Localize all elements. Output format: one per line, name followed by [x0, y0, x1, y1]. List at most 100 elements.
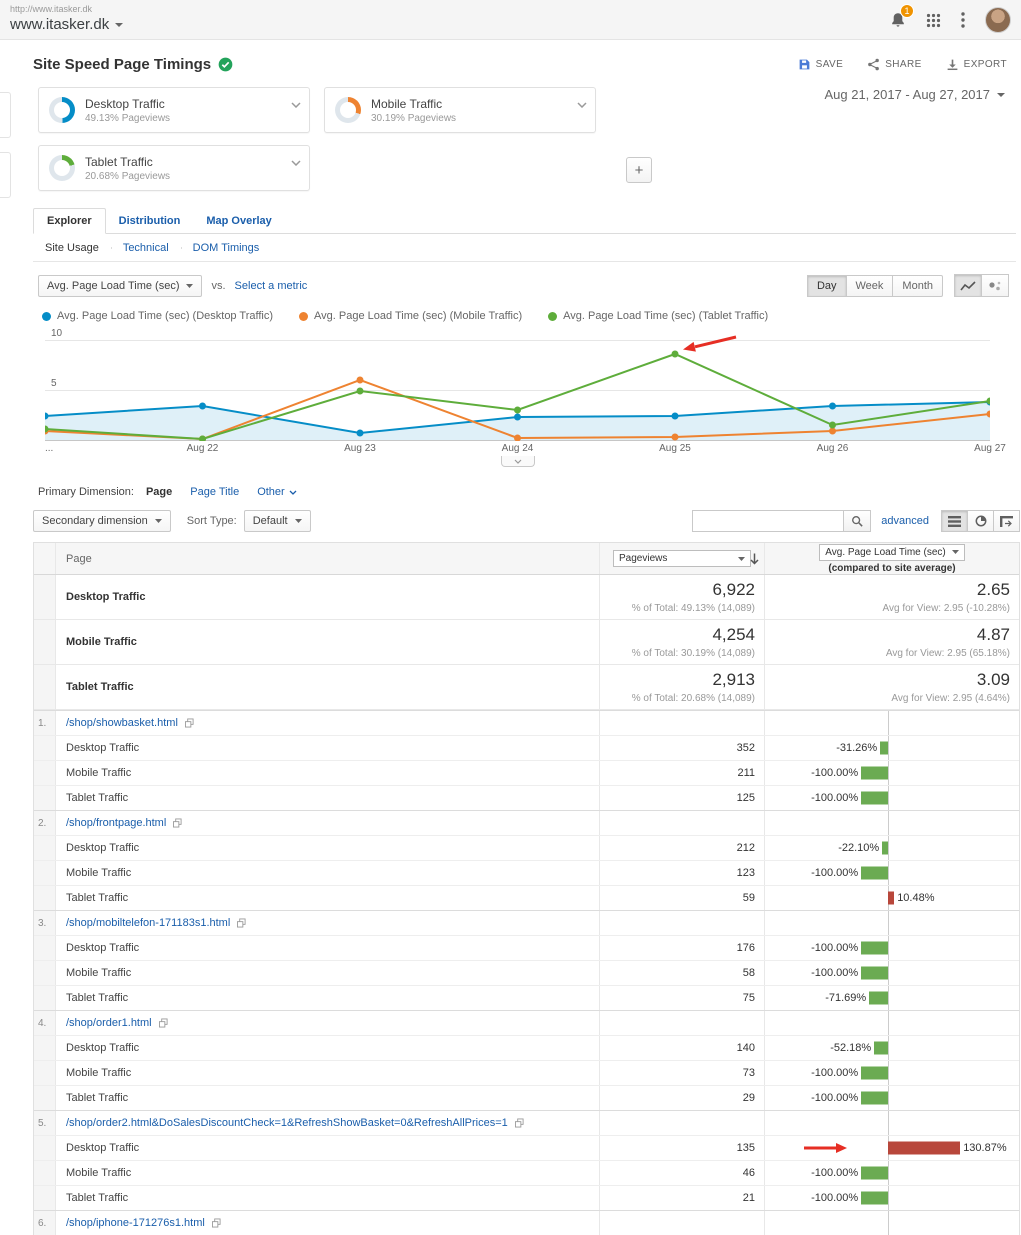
bar-axis-line [888, 936, 890, 960]
save-button[interactable]: SAVE [798, 58, 844, 71]
comparison-bar [888, 891, 895, 905]
bar-axis-line [888, 1036, 890, 1060]
metric-group-tab[interactable]: DOM Timings [180, 242, 272, 254]
granularity-button[interactable]: Day [806, 274, 847, 297]
more-options-button[interactable] [961, 12, 965, 28]
open-page-icon[interactable] [237, 918, 246, 928]
comparison-percent-label: -100.00% [811, 792, 859, 804]
segment-card[interactable]: Desktop Traffic 49.13% Pageviews [38, 87, 310, 133]
pivot-view-button[interactable] [993, 510, 1020, 532]
pageviews-value: 352 [599, 736, 764, 760]
summary-row: Mobile Traffic 4,254 % of Total: 30.19% … [34, 620, 1019, 665]
motion-chart-view-button[interactable] [981, 274, 1009, 297]
collapsed-segment-card-fragment [0, 152, 11, 198]
export-button[interactable]: EXPORT [946, 58, 1007, 71]
avatar[interactable] [985, 7, 1011, 33]
page-link[interactable]: /shop/showbasket.html [66, 717, 178, 729]
sort-descending-icon[interactable] [750, 553, 759, 564]
pageviews-column-select[interactable]: Pageviews [613, 550, 751, 567]
notifications-button[interactable]: 1 [890, 4, 914, 28]
table-view-button[interactable] [941, 510, 968, 532]
pageviews-value: 73 [599, 1061, 764, 1085]
bar-axis-line [888, 961, 890, 985]
secondary-dimension-button[interactable]: Secondary dimension [33, 510, 171, 532]
comparison-percent-label: -100.00% [811, 1092, 859, 1104]
segment-row-label: Mobile Traffic [66, 967, 132, 979]
row-index: 4. [34, 1011, 56, 1035]
granularity-button[interactable]: Month [892, 274, 943, 297]
bar-axis-line [888, 1211, 890, 1235]
segment-card[interactable]: Tablet Traffic 20.68% Pageviews [38, 145, 310, 191]
pageviews-value: 59 [599, 886, 764, 910]
line-chart-view-button[interactable] [954, 274, 982, 297]
chevron-down-icon[interactable] [291, 95, 301, 113]
comparison-percent-label: -52.18% [830, 1042, 872, 1054]
summary-metric-subtext: Avg for View: 2.95 (-10.28%) [882, 603, 1010, 614]
timeline-slider-handle[interactable] [501, 456, 535, 467]
date-range-selector[interactable]: Aug 21, 2017 - Aug 27, 2017 [824, 87, 1005, 102]
dimension-option[interactable]: Other [257, 486, 297, 498]
segment-subtitle: 30.19% Pageviews [371, 112, 457, 124]
legend-item: Avg. Page Load Time (sec) (Desktop Traff… [42, 310, 273, 322]
chevron-down-icon[interactable] [291, 153, 301, 171]
select-metric-link[interactable]: Select a metric [234, 279, 308, 292]
x-axis: ... Aug 22 Aug 23 Aug 24 Aug 25 Aug 26 Aug 27 [45, 443, 1006, 456]
dimension-option[interactable]: Page Title [190, 486, 240, 498]
report-tab[interactable]: Map Overlay [206, 215, 272, 227]
advanced-link[interactable]: advanced [881, 515, 929, 527]
page-link[interactable]: /shop/mobiltelefon-171183s1.html [66, 917, 231, 929]
summary-label: Desktop Traffic [66, 591, 146, 603]
granularity-button[interactable]: Week [845, 274, 894, 297]
summary-rows: Desktop Traffic 6,922 % of Total: 49.13%… [34, 575, 1019, 710]
table-row: 6. /shop/iphone-171276s1.html [34, 1210, 1019, 1235]
report-tab[interactable]: Explorer [33, 208, 106, 234]
segment-data-row: Tablet Traffic 125 -100.00% [34, 785, 1019, 810]
percentage-view-button[interactable] [967, 510, 994, 532]
report-tab[interactable]: Distribution [118, 215, 181, 227]
summary-metric-subtext: Avg for View: 2.95 (65.18%) [885, 648, 1010, 659]
summary-label: Tablet Traffic [66, 681, 134, 693]
page-link[interactable]: /shop/frontpage.html [66, 817, 167, 829]
open-page-icon[interactable] [211, 1218, 221, 1228]
x-axis-label: Aug 26 [816, 443, 849, 454]
x-axis-label: Aug 27 [974, 443, 1006, 454]
summary-pageviews: 6,922 [712, 580, 755, 599]
metric-group-tab[interactable]: Technical [110, 242, 181, 254]
open-page-icon[interactable] [514, 1118, 524, 1128]
open-page-icon[interactable] [173, 818, 182, 828]
comparison-bar [861, 1191, 889, 1205]
open-page-icon[interactable] [158, 1018, 168, 1028]
segment-row-label: Tablet Traffic [66, 792, 129, 804]
page-row-group: 2. /shop/frontpage.html [34, 810, 1019, 910]
search-button[interactable] [844, 510, 872, 532]
comparison-bar [861, 1091, 889, 1105]
vertical-ellipsis-icon [961, 12, 965, 28]
add-segment-button[interactable]: + [626, 157, 652, 183]
comparison-bar [861, 791, 889, 805]
table-header-row: Page Pageviews Avg. Page Load Time (sec) [34, 543, 1019, 575]
page-row-group: 1. /shop/showbasket.html [34, 710, 1019, 810]
metric-selector[interactable]: Avg. Page Load Time (sec) [38, 274, 203, 297]
comparison-bar [888, 1141, 961, 1155]
sort-type-label: Sort Type: [186, 515, 237, 527]
comparison-percent-label: -100.00% [811, 867, 859, 879]
apps-grid-button[interactable] [926, 13, 941, 28]
row-index: 3. [34, 911, 56, 935]
chevron-down-icon[interactable] [577, 95, 587, 113]
segment-card[interactable]: Mobile Traffic 30.19% Pageviews [324, 87, 596, 133]
comparison-percent-label: -100.00% [811, 767, 859, 779]
page-link[interactable]: /shop/order2.html&DoSalesDiscountCheck=1… [66, 1117, 508, 1129]
share-button[interactable]: SHARE [867, 58, 921, 71]
sort-type-selector[interactable]: Default [243, 510, 311, 532]
account-switcher[interactable]: www.itasker.dk [10, 16, 124, 33]
dimension-option[interactable]: Page [145, 486, 173, 498]
page-link[interactable]: /shop/order1.html [66, 1017, 152, 1029]
metric-column-select[interactable]: Avg. Page Load Time (sec) [819, 543, 965, 561]
page-link[interactable]: /shop/iphone-171276s1.html [66, 1217, 205, 1229]
metric-group-tab[interactable]: Site Usage [45, 241, 99, 254]
segment-data-row: Desktop Traffic 135 130.87% [34, 1135, 1019, 1160]
pivot-view-icon [1000, 515, 1013, 527]
segment-row-label: Tablet Traffic [66, 1192, 129, 1204]
search-input[interactable] [692, 510, 845, 532]
open-page-icon[interactable] [184, 718, 194, 728]
